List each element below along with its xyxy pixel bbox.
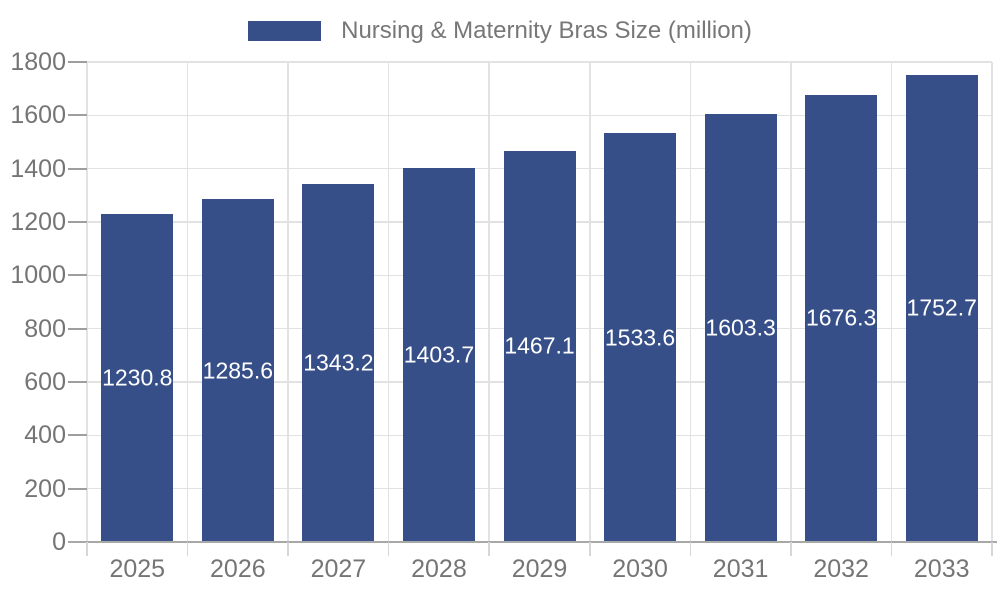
x-tick-mark <box>86 542 88 556</box>
bar-value-label: 1230.8 <box>102 364 173 391</box>
y-tick-label: 1000 <box>10 261 66 290</box>
y-tick-mark <box>68 327 87 330</box>
y-tick-label: 400 <box>24 421 66 450</box>
gridline-vertical <box>991 62 993 542</box>
legend-swatch <box>248 21 322 41</box>
x-tick-label: 2032 <box>813 555 869 583</box>
y-tick-mark <box>68 221 87 223</box>
gridline-vertical <box>790 62 792 542</box>
y-tick-mark <box>68 434 87 437</box>
y-tick-label: 1600 <box>10 101 66 130</box>
x-tick-mark <box>186 542 189 556</box>
x-tick-mark <box>991 542 993 556</box>
x-tick-mark <box>689 542 692 556</box>
bar-value-label: 1343.2 <box>303 349 374 376</box>
x-tick-mark <box>890 542 893 556</box>
y-tick-label: 800 <box>24 314 66 343</box>
bar: 1533.6 <box>604 133 677 542</box>
x-tick-label: 2029 <box>511 555 568 583</box>
y-tick-label: 1800 <box>10 48 66 76</box>
x-tick-label: 2033 <box>913 555 970 583</box>
bar-value-label: 1403.7 <box>403 341 475 368</box>
gridline-vertical <box>387 62 390 542</box>
y-tick-label: 0 <box>52 528 66 556</box>
bar: 1343.2 <box>302 183 375 542</box>
x-tick-mark <box>790 542 792 556</box>
bar-value-label: 1603.3 <box>705 314 776 341</box>
x-axis-line <box>68 540 997 543</box>
gridline-vertical <box>186 62 189 542</box>
x-tick-label: 2028 <box>411 555 467 583</box>
bar: 1603.3 <box>704 114 777 542</box>
x-tick-label: 2025 <box>109 555 166 583</box>
bar: 1467.1 <box>503 150 576 542</box>
gridline-horizontal <box>87 61 992 63</box>
x-tick-label: 2031 <box>712 555 769 583</box>
bar: 1230.8 <box>101 213 174 542</box>
y-tick-label: 600 <box>24 368 66 396</box>
y-tick-mark <box>68 381 87 383</box>
gridline-vertical <box>890 62 893 542</box>
gridline-vertical <box>689 62 692 542</box>
chart-legend: Nursing & Maternity Bras Size (million) <box>0 14 1000 48</box>
y-tick-label: 1200 <box>10 208 66 236</box>
x-tick-mark <box>589 542 591 556</box>
gridline-vertical <box>86 62 88 542</box>
bar: 1752.7 <box>905 74 978 542</box>
y-tick-mark <box>68 61 87 63</box>
bar-value-label: 1752.7 <box>906 294 977 321</box>
x-tick-mark <box>488 542 490 556</box>
legend-label: Nursing & Maternity Bras Size (million) <box>341 17 752 44</box>
bar-value-label: 1285.6 <box>202 357 274 384</box>
x-tick-mark <box>287 542 289 556</box>
plot-area: 1230.8 1285.6 1343.2 1403.7 1467.1 1533.6 1603… <box>86 61 993 542</box>
y-tick-label: 200 <box>24 474 66 503</box>
y-tick-mark <box>68 487 87 490</box>
y-tick-mark <box>68 114 87 117</box>
gridline-vertical <box>287 62 289 542</box>
x-tick-label: 2027 <box>310 555 367 583</box>
y-tick-mark <box>68 274 87 277</box>
bar-value-label: 1533.6 <box>604 324 676 350</box>
gridline-vertical <box>589 62 591 542</box>
gridline-horizontal <box>87 114 992 117</box>
x-tick-label: 2030 <box>612 555 668 583</box>
y-tick-mark <box>68 167 87 170</box>
y-tick-label: 1400 <box>10 154 66 183</box>
bar-value-label: 1467.1 <box>504 332 575 359</box>
bar: 1676.3 <box>805 94 878 542</box>
bar: 1403.7 <box>402 167 475 542</box>
x-tick-label: 2026 <box>210 555 266 583</box>
bar-value-label: 1676.3 <box>805 304 877 331</box>
x-tick-mark <box>387 542 390 556</box>
gridline-vertical <box>488 62 490 542</box>
bar: 1285.6 <box>201 199 274 542</box>
